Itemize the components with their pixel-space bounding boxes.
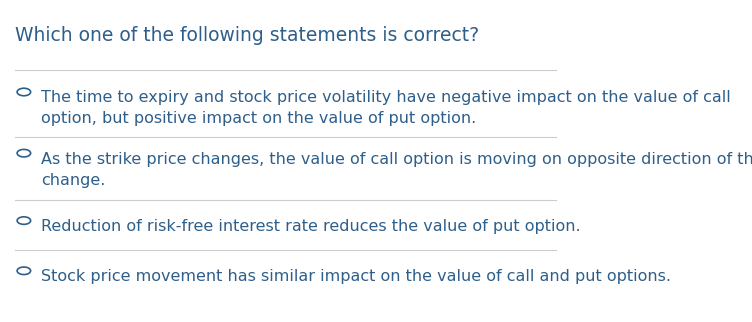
Text: As the strike price changes, the value of call option is moving on opposite dire: As the strike price changes, the value o…: [41, 152, 752, 188]
Text: Stock price movement has similar impact on the value of call and put options.: Stock price movement has similar impact …: [41, 269, 671, 284]
Text: Reduction of risk-free interest rate reduces the value of put option.: Reduction of risk-free interest rate red…: [41, 219, 581, 234]
Text: Which one of the following statements is correct?: Which one of the following statements is…: [16, 26, 480, 45]
Text: The time to expiry and stock price volatility have negative impact on the value : The time to expiry and stock price volat…: [41, 90, 730, 127]
